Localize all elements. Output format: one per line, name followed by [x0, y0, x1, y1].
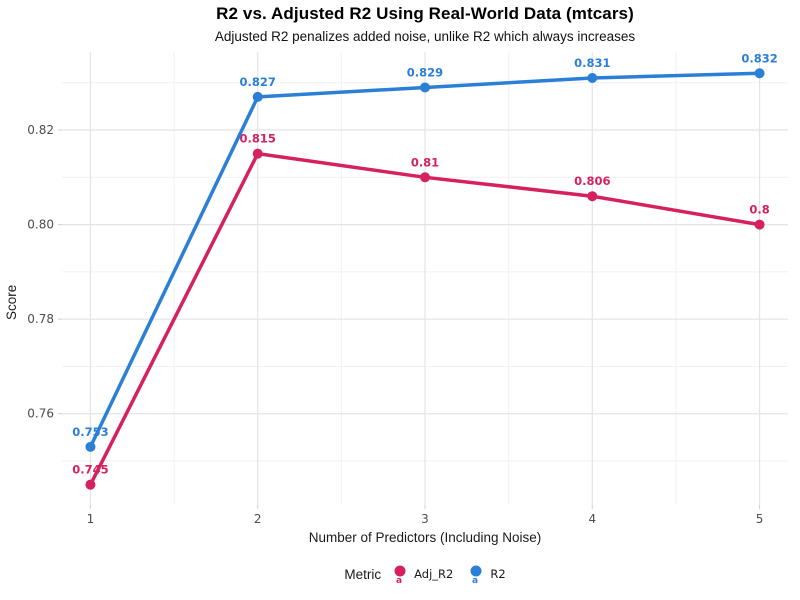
data-point-Adj_R2 — [85, 479, 96, 490]
x-tick-label: 5 — [756, 512, 764, 526]
legend-title: Metric — [344, 566, 382, 582]
legend-label: R2 — [490, 567, 506, 581]
data-point-R2 — [85, 441, 96, 452]
data-label-Adj_R2: 0.8 — [749, 203, 769, 217]
y-tick-label: 0.76 — [27, 407, 54, 421]
data-label-Adj_R2: 0.815 — [240, 132, 276, 146]
x-tick-label: 1 — [87, 512, 95, 526]
legend: Metric a Adj_R2 a R2 — [50, 563, 800, 585]
data-label-R2: 0.831 — [574, 56, 610, 70]
chart-title: R2 vs. Adjusted R2 Using Real-World Data… — [216, 4, 634, 23]
x-tick-label: 2 — [254, 512, 262, 526]
legend-item-R2: a R2 — [467, 563, 506, 585]
legend-key-icon: a — [394, 565, 406, 585]
y-tick-label: 0.78 — [27, 312, 54, 326]
data-label-R2: 0.832 — [741, 51, 777, 65]
chart-subtitle: Adjusted R2 penalizes added noise, unlik… — [214, 29, 636, 44]
data-label-Adj_R2: 0.806 — [574, 174, 610, 188]
data-label-R2: 0.827 — [240, 75, 276, 89]
y-axis-title: Score — [4, 284, 19, 320]
legend-key-dot — [394, 565, 406, 577]
legend-label: Adj_R2 — [414, 567, 454, 581]
legend-item-Adj_R2: a Adj_R2 — [391, 563, 453, 585]
legend-key-glyph: a — [396, 576, 402, 585]
data-label-Adj_R2: 0.745 — [72, 463, 108, 477]
data-point-Adj_R2 — [252, 148, 263, 159]
data-point-Adj_R2 — [754, 219, 765, 230]
data-point-Adj_R2 — [420, 172, 430, 183]
data-label-R2: 0.753 — [72, 425, 108, 439]
legend-items: a Adj_R2 a R2 — [391, 563, 506, 585]
data-label-Adj_R2: 0.81 — [411, 155, 439, 169]
y-tick-label: 0.82 — [27, 123, 54, 137]
x-tick-label: 3 — [421, 512, 429, 526]
x-tick-label: 4 — [588, 512, 596, 526]
data-point-R2 — [252, 91, 263, 102]
x-axis-title: Number of Predictors (Including Noise) — [308, 530, 542, 545]
legend-key-dot — [470, 565, 482, 577]
data-label-R2: 0.829 — [407, 65, 443, 79]
legend-key-icon: a — [470, 565, 482, 585]
legend-key-glyph: a — [472, 576, 478, 585]
data-point-R2 — [420, 82, 430, 93]
data-point-Adj_R2 — [587, 191, 598, 202]
data-point-R2 — [754, 68, 765, 79]
data-point-R2 — [587, 73, 598, 84]
y-tick-label: 0.80 — [27, 218, 54, 232]
